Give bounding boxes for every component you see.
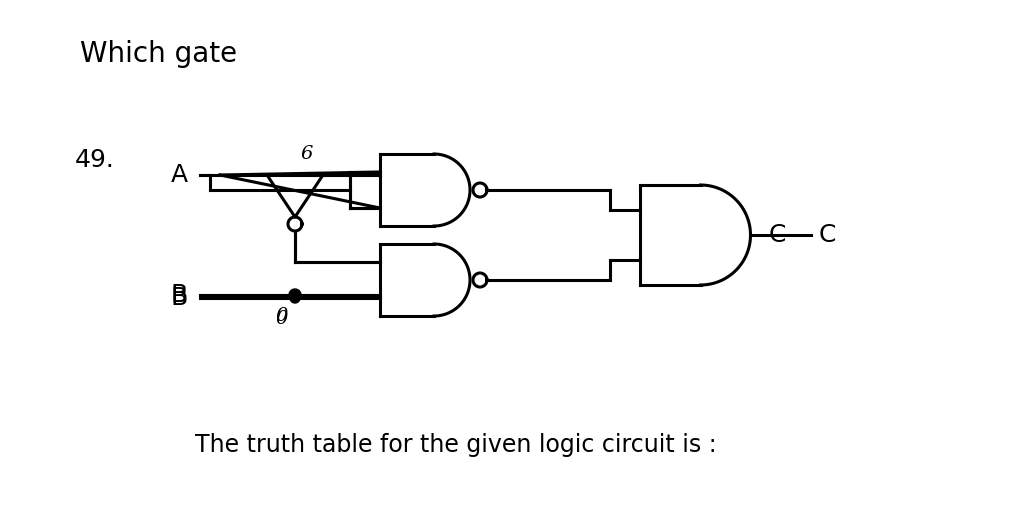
Text: 49.: 49. [75, 148, 115, 172]
Text: A: A [171, 163, 188, 187]
Polygon shape [289, 289, 301, 301]
Text: 0: 0 [275, 307, 288, 325]
Text: C: C [768, 223, 785, 247]
Text: Which gate: Which gate [80, 40, 238, 68]
Polygon shape [290, 293, 300, 303]
Text: B: B [171, 283, 188, 307]
Text: The truth table for the given logic circuit is :: The truth table for the given logic circ… [195, 433, 717, 457]
Text: C: C [818, 223, 836, 247]
Text: 6: 6 [300, 145, 312, 163]
Text: B: B [171, 286, 188, 310]
Text: 0: 0 [275, 310, 288, 328]
